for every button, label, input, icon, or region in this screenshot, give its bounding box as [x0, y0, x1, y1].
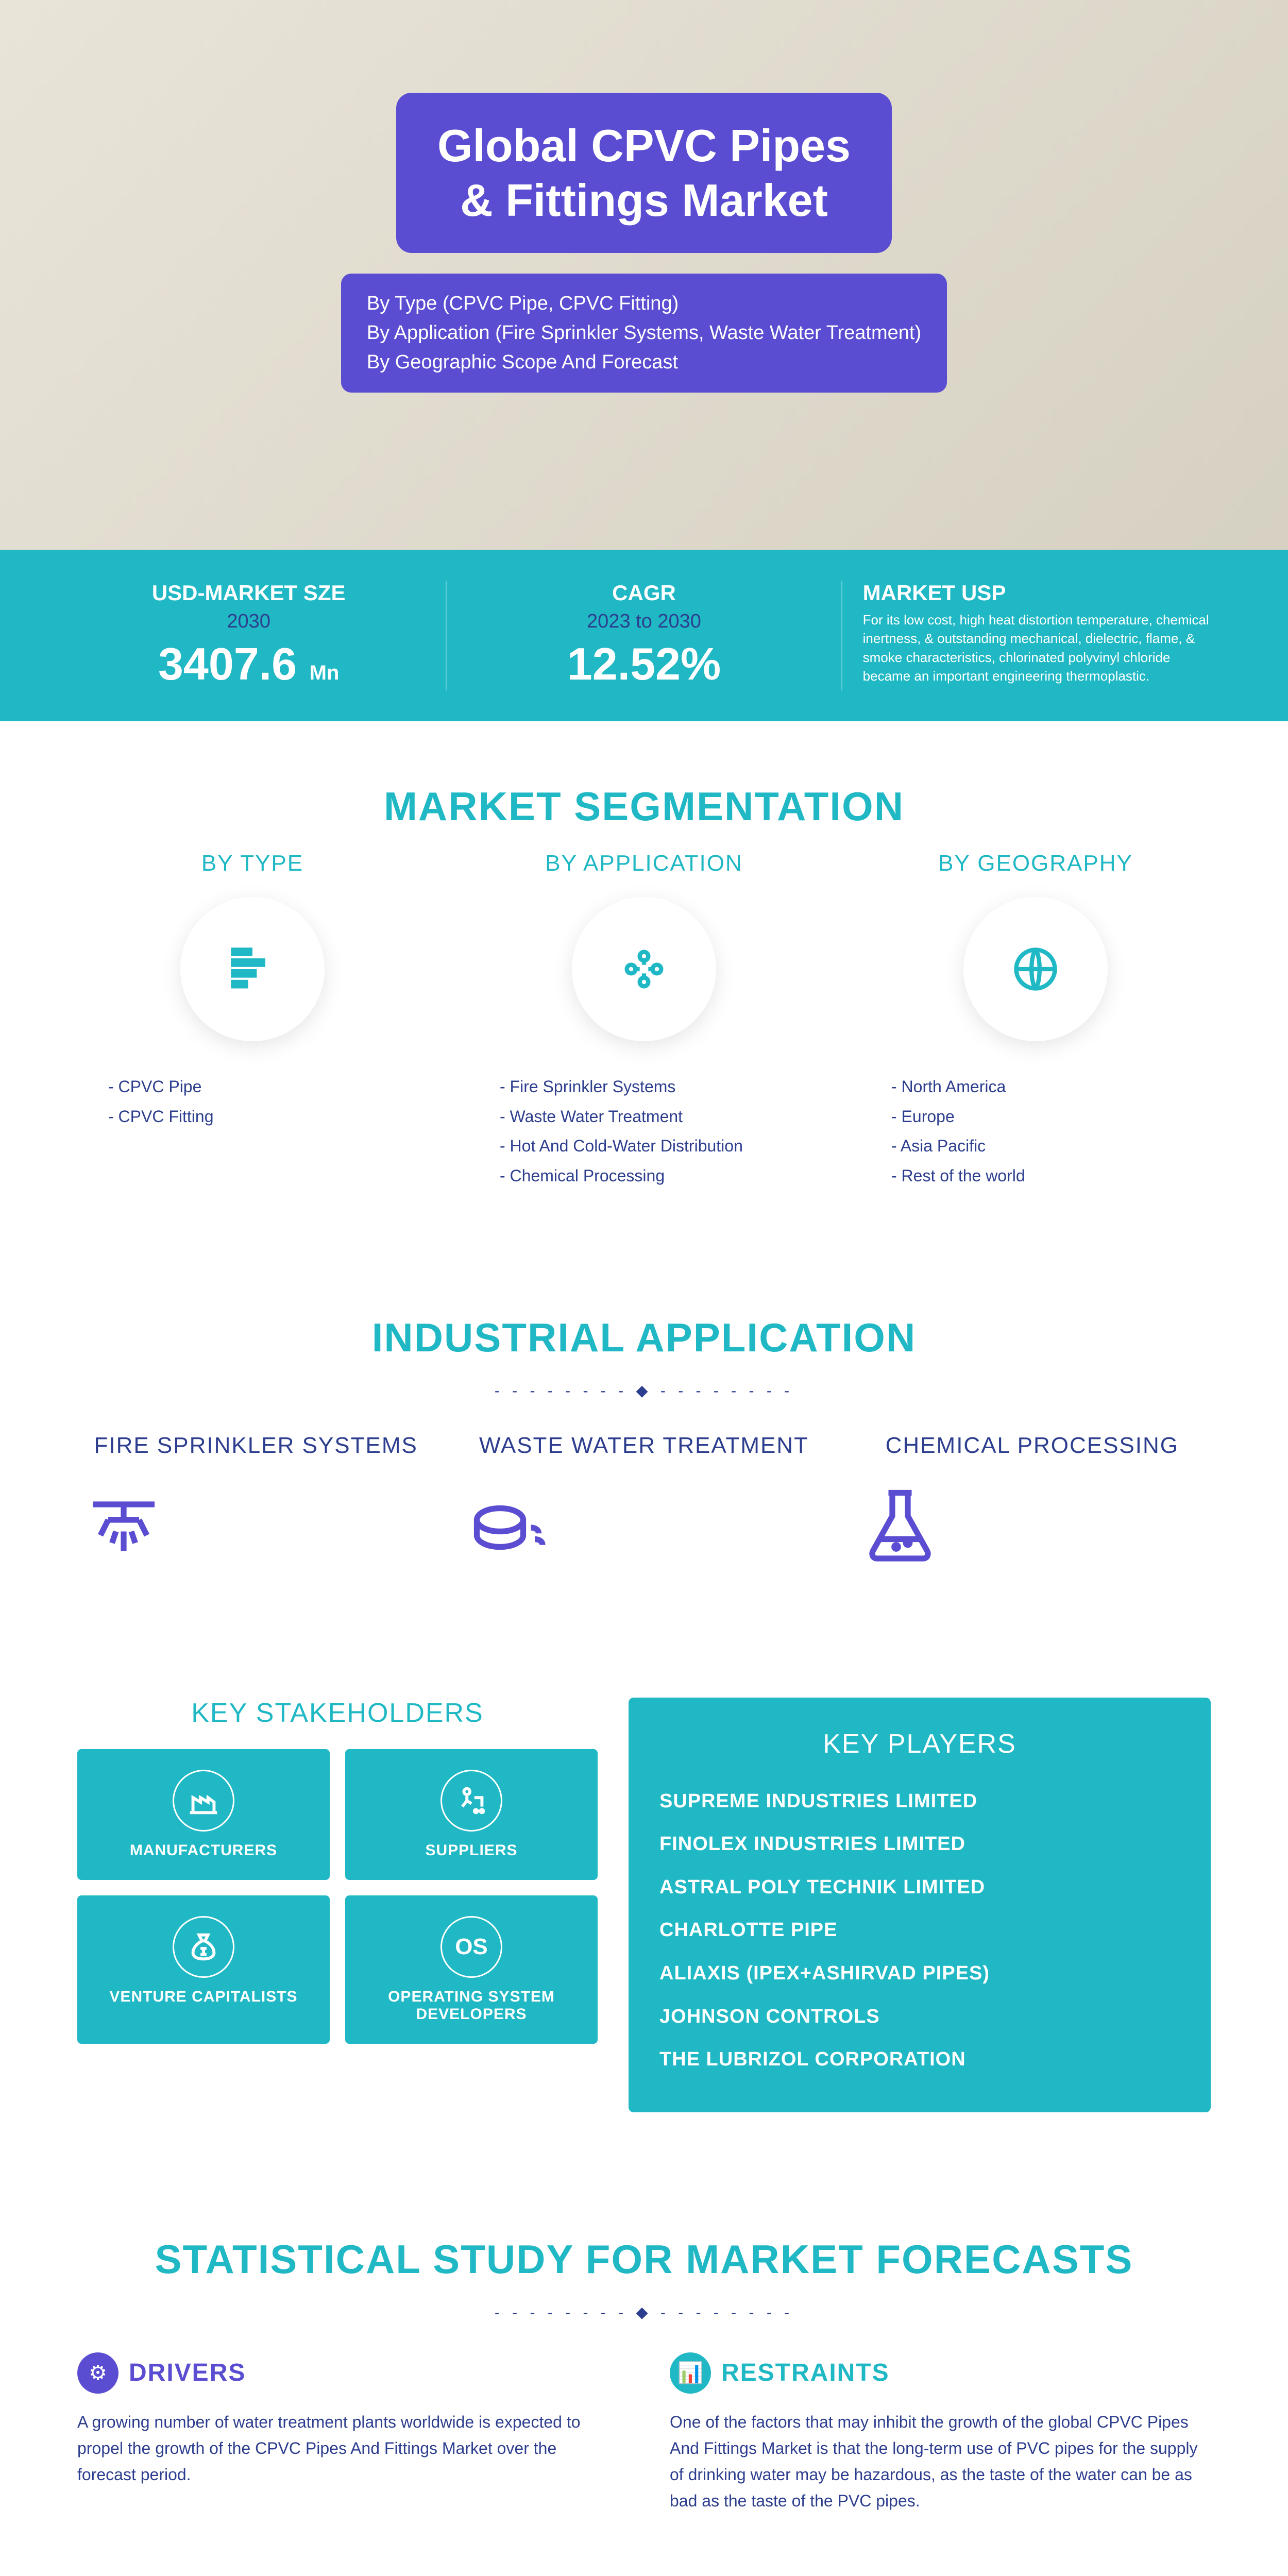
list-item: - Europe: [891, 1102, 1211, 1132]
list-item: - CPVC Pipe: [108, 1072, 428, 1102]
supplier-icon: [440, 1770, 502, 1832]
list-item: - Asia Pacific: [891, 1131, 1211, 1161]
restraints-icon: 📊: [670, 2352, 711, 2394]
industrial-grid: FIRE SPRINKLER SYSTEMS WASTE WATER TREAT…: [77, 1431, 1211, 1573]
player-item: ALIAXIS (IPEX+ASHIRVAD PIPES): [659, 1952, 1180, 1995]
metrics-bar: USD-MARKET SZE 2030 3407.6 Mn CAGR 2023 …: [0, 550, 1288, 721]
seg-col-application: BY APPLICATION - Fire Sprinkler Systems …: [469, 851, 819, 1191]
list-item: - CPVC Fitting: [108, 1102, 428, 1132]
dashed-divider: - - - - - - - - ◆ - - - - - - - -: [77, 1382, 1211, 1400]
stakeholders-panel: KEY STAKEHOLDERS MANUFACTURERS SUPPLIERS…: [77, 1698, 598, 2112]
segmentation-section: MARKET SEGMENTATION BY TYPE - CPVC Pipe …: [0, 721, 1288, 1252]
forecast-row: ⚙ DRIVERS A growing number of water trea…: [77, 2352, 1211, 2515]
seg-col-geography: BY GEOGRAPHY - North America - Europe - …: [860, 851, 1211, 1191]
flask-icon: [854, 1481, 1211, 1574]
metric-usp: MARKET USP For its low cost, high heat d…: [842, 581, 1236, 690]
sprinkler-icon: [77, 1481, 434, 1574]
list-item: - Fire Sprinkler Systems: [500, 1072, 819, 1102]
seg-col-type: BY TYPE - CPVC Pipe - CPVC Fitting: [77, 851, 428, 1191]
size-year: 2030: [72, 611, 425, 633]
metric-market-size: USD-MARKET SZE 2030 3407.6 Mn: [52, 581, 447, 690]
player-item: ASTRAL POLY TECHNIK LIMITED: [659, 1866, 1180, 1909]
metric-cagr: CAGR 2023 to 2030 12.52%: [447, 581, 842, 690]
stake-label-1: SUPPLIERS: [355, 1842, 587, 1859]
stakeholder-section: KEY STAKEHOLDERS MANUFACTURERS SUPPLIERS…: [0, 1636, 1288, 2174]
player-item: JOHNSON CONTROLS: [659, 1995, 1180, 2039]
drivers-icon: ⚙: [77, 2352, 118, 2394]
title-line1: Global CPVC Pipes: [437, 120, 851, 171]
hero-subtitle: By Type (CPVC Pipe, CPVC Fitting) By App…: [341, 274, 947, 393]
list-item: - Chemical Processing: [500, 1161, 819, 1191]
moneybag-icon: [173, 1916, 234, 1978]
stake-label-0: MANUFACTURERS: [88, 1842, 319, 1859]
hero-title: Global CPVC Pipes & Fittings Market: [396, 93, 892, 253]
drivers-text: A growing number of water treatment plan…: [77, 2409, 618, 2488]
seg-icon-application: [572, 897, 716, 1041]
subtitle-line3: By Geographic Scope And Forecast: [367, 348, 921, 377]
ind-item-chemical: CHEMICAL PROCESSING: [854, 1431, 1211, 1573]
cagr-value: 12.52%: [467, 638, 820, 690]
list-item: - Rest of the world: [891, 1161, 1211, 1191]
list-item: - North America: [891, 1072, 1211, 1102]
player-item: CHARLOTTE PIPE: [659, 1909, 1180, 1952]
seg-icon-geography: [963, 897, 1108, 1041]
subtitle-line2: By Application (Fire Sprinkler Systems, …: [367, 318, 921, 348]
stakeholders-grid: MANUFACTURERS SUPPLIERS VENTURE CAPITALI…: [77, 1749, 598, 2044]
restraints-col: 📊 RESTRAINTS One of the factors that may…: [670, 2352, 1211, 2515]
ind-item-water: WASTE WATER TREATMENT: [465, 1431, 822, 1573]
restraints-label: RESTRAINTS: [721, 2359, 890, 2387]
drivers-label: DRIVERS: [129, 2359, 246, 2387]
segmentation-row: BY TYPE - CPVC Pipe - CPVC Fitting BY AP…: [77, 851, 1211, 1191]
wastewater-icon: [465, 1481, 822, 1574]
factory-icon: [173, 1770, 234, 1832]
drivers-col: ⚙ DRIVERS A growing number of water trea…: [77, 2352, 618, 2515]
seg-title-0: BY TYPE: [77, 851, 428, 876]
size-value: 3407.6 Mn: [72, 638, 425, 690]
players-title: KEY PLAYERS: [659, 1728, 1180, 1759]
segmentation-title: MARKET SEGMENTATION: [77, 783, 1211, 830]
stake-label-2: VENTURE CAPITALISTS: [88, 1988, 319, 2006]
stakeholders-title: KEY STAKEHOLDERS: [77, 1698, 598, 1728]
stake-label-3: OPERATING SYSTEM DEVELOPERS: [355, 1988, 587, 2023]
usp-label: MARKET USP: [863, 581, 1216, 605]
stake-suppliers: SUPPLIERS: [345, 1749, 598, 1880]
list-item: - Hot And Cold-Water Distribution: [500, 1131, 819, 1161]
cagr-label: CAGR: [467, 581, 820, 605]
players-panel: KEY PLAYERS SUPREME INDUSTRIES LIMITED F…: [629, 1698, 1211, 2112]
ind-title-1: WASTE WATER TREATMENT: [465, 1431, 822, 1460]
subtitle-line1: By Type (CPVC Pipe, CPVC Fitting): [367, 289, 921, 318]
player-item: THE LUBRIZOL CORPORATION: [659, 2038, 1180, 2081]
stake-manufacturers: MANUFACTURERS: [77, 1749, 330, 1880]
stake-os-dev: OS OPERATING SYSTEM DEVELOPERS: [345, 1895, 598, 2044]
players-list: SUPREME INDUSTRIES LIMITED FINOLEX INDUS…: [659, 1780, 1180, 2081]
forecasts-title: STATISTICAL STUDY FOR MARKET FORECASTS: [77, 2236, 1211, 2283]
seg-title-2: BY GEOGRAPHY: [860, 851, 1211, 876]
ind-title-2: CHEMICAL PROCESSING: [854, 1431, 1211, 1460]
list-item: - Waste Water Treatment: [500, 1102, 819, 1132]
player-item: FINOLEX INDUSTRIES LIMITED: [659, 1823, 1180, 1866]
ind-title-0: FIRE SPRINKLER SYSTEMS: [77, 1431, 434, 1460]
seg-icon-type: [180, 897, 325, 1041]
ind-item-fire: FIRE SPRINKLER SYSTEMS: [77, 1431, 434, 1573]
forecasts-section: STATISTICAL STUDY FOR MARKET FORECASTS -…: [0, 2174, 1288, 2576]
seg-list-0: - CPVC Pipe - CPVC Fitting: [77, 1072, 428, 1131]
hero-section: Global CPVC Pipes & Fittings Market By T…: [0, 0, 1288, 721]
usp-text: For its low cost, high heat distortion t…: [863, 611, 1216, 686]
dashed-divider: - - - - - - - - ◆ - - - - - - - -: [77, 2303, 1211, 2321]
title-line2: & Fittings Market: [460, 175, 828, 226]
industrial-section: INDUSTRIAL APPLICATION - - - - - - - - ◆…: [0, 1252, 1288, 1635]
os-icon: OS: [440, 1916, 502, 1978]
seg-list-1: - Fire Sprinkler Systems - Waste Water T…: [469, 1072, 819, 1191]
stake-vc: VENTURE CAPITALISTS: [77, 1895, 330, 2044]
player-item: SUPREME INDUSTRIES LIMITED: [659, 1780, 1180, 1823]
cagr-year: 2023 to 2030: [467, 611, 820, 633]
seg-list-2: - North America - Europe - Asia Pacific …: [860, 1072, 1211, 1191]
restraints-text: One of the factors that may inhibit the …: [670, 2409, 1211, 2515]
size-label: USD-MARKET SZE: [72, 581, 425, 605]
industrial-title: INDUSTRIAL APPLICATION: [77, 1314, 1211, 1361]
seg-title-1: BY APPLICATION: [469, 851, 819, 876]
